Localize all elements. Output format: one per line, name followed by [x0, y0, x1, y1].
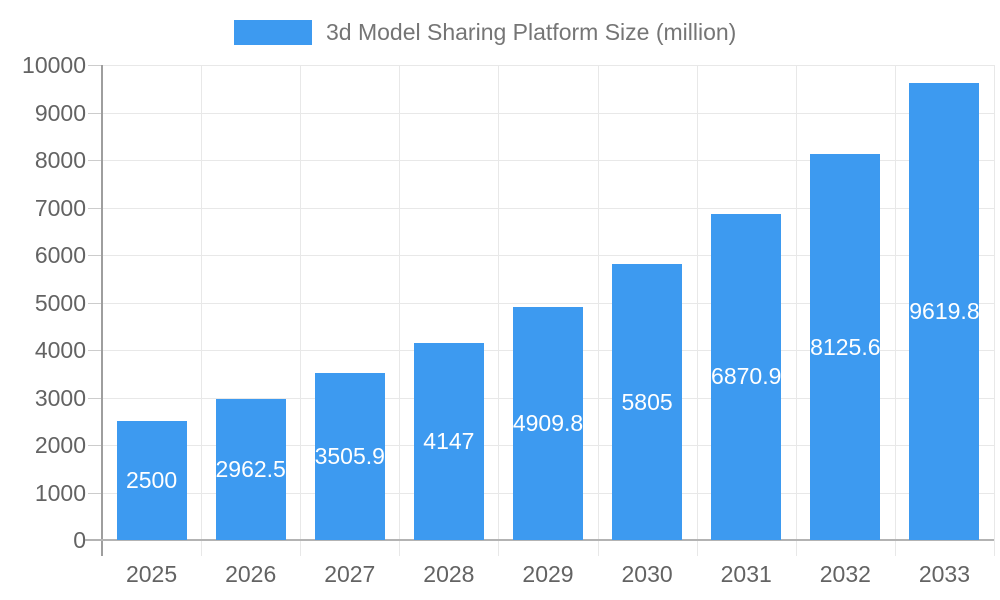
y-tick-label: 6000: [34, 242, 86, 268]
gridline-vertical: [795, 65, 797, 556]
gridline-vertical: [994, 65, 995, 556]
x-tick-label: 2029: [522, 561, 574, 587]
bar-value-label: 6870.9: [711, 363, 782, 390]
gridline-horizontal: [102, 112, 994, 114]
x-tick-label: 2031: [720, 561, 772, 587]
y-axis-tick: [88, 255, 102, 256]
legend[interactable]: 3d Model Sharing Platform Size (million): [234, 20, 736, 45]
legend-swatch: [234, 20, 312, 45]
x-tick-label: 2026: [225, 561, 277, 587]
bar-2028[interactable]: 4147: [413, 343, 484, 540]
bar-value-label: 3505.9: [314, 443, 385, 470]
y-axis-tick: [88, 65, 102, 66]
y-axis-tick: [88, 302, 102, 304]
y-tick-label: 9000: [34, 99, 86, 126]
y-axis-tick: [88, 492, 102, 494]
x-tick-label: 2027: [324, 561, 376, 587]
y-axis-tick: [88, 207, 102, 209]
y-tick-label: 10000: [22, 52, 86, 78]
bar-value-label: 4909.8: [512, 409, 584, 436]
gridline-vertical: [696, 65, 698, 556]
y-axis-line: [101, 65, 103, 556]
gridline-vertical: [597, 65, 599, 556]
x-tick-label: 2028: [423, 561, 475, 587]
y-tick-label: 3000: [34, 384, 86, 411]
y-axis-tick: [88, 160, 102, 161]
bar-2026[interactable]: 2962.5: [215, 399, 286, 540]
bar-value-label: 2962.5: [215, 456, 286, 483]
bar-2033[interactable]: 9619.8: [909, 83, 980, 540]
x-tick-label: 2033: [918, 561, 971, 587]
gridline-horizontal: [102, 302, 994, 304]
y-tick-label: 0: [73, 527, 86, 553]
gridline-vertical: [300, 65, 302, 556]
gridline-horizontal: [102, 255, 994, 256]
y-tick-label: 5000: [34, 289, 86, 316]
gridline-horizontal: [102, 160, 994, 161]
bar-2032[interactable]: 8125.6: [810, 154, 881, 540]
x-tick-label: 2030: [621, 561, 673, 587]
gridline-horizontal: [102, 65, 994, 66]
bar-value-label: 4147: [423, 428, 475, 454]
y-tick-label: 1000: [34, 479, 86, 506]
gridline-horizontal: [102, 207, 994, 209]
y-axis-tick: [88, 112, 102, 114]
x-tick-label: 2025: [125, 561, 178, 587]
y-axis-tick: [88, 445, 102, 446]
bar-2027[interactable]: 3505.9: [315, 373, 385, 540]
y-axis-tick: [88, 350, 102, 351]
bar-value-label: 9619.8: [909, 298, 980, 325]
y-tick-label: 8000: [34, 147, 86, 173]
bar-value-label: 5805: [621, 388, 673, 415]
y-tick-label: 4000: [34, 337, 86, 363]
bar-value-label: 8125.6: [810, 333, 881, 360]
gridline-vertical: [498, 65, 500, 556]
bar-2029[interactable]: 4909.8: [512, 306, 584, 540]
bar-2031[interactable]: 6870.9: [711, 213, 782, 540]
bar-value-label: 2500: [125, 467, 178, 494]
gridline-vertical: [201, 65, 203, 556]
x-axis-line: [85, 539, 994, 541]
bar-2025[interactable]: 2500: [116, 421, 187, 540]
gridline-vertical: [399, 65, 401, 556]
legend-label: 3d Model Sharing Platform Size (million): [326, 19, 737, 45]
y-axis-tick: [88, 397, 102, 399]
y-tick-label: 2000: [34, 432, 86, 458]
bar-2030[interactable]: 5805: [612, 264, 683, 540]
y-tick-label: 7000: [34, 194, 86, 221]
x-tick-label: 2032: [819, 561, 871, 587]
gridline-vertical: [894, 65, 896, 556]
